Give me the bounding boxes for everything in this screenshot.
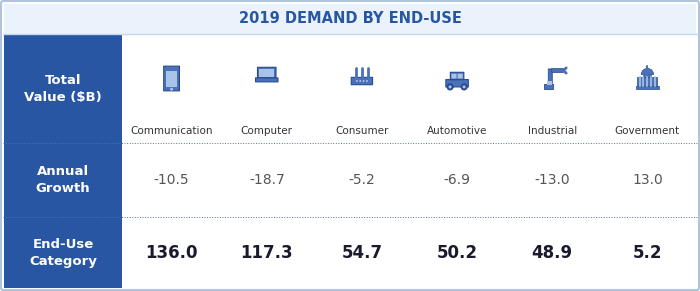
Text: Total
Value ($B): Total Value ($B) bbox=[24, 74, 102, 104]
FancyBboxPatch shape bbox=[452, 74, 456, 79]
Text: 48.9: 48.9 bbox=[532, 244, 573, 262]
Text: -6.9: -6.9 bbox=[444, 173, 470, 187]
Circle shape bbox=[366, 80, 368, 82]
Bar bbox=[637, 77, 657, 86]
Wedge shape bbox=[641, 68, 654, 74]
Circle shape bbox=[463, 85, 466, 88]
FancyBboxPatch shape bbox=[164, 66, 179, 91]
FancyBboxPatch shape bbox=[450, 72, 464, 80]
Bar bbox=[166, 71, 178, 88]
FancyBboxPatch shape bbox=[552, 69, 564, 72]
FancyBboxPatch shape bbox=[548, 69, 552, 84]
Text: Industrial: Industrial bbox=[528, 126, 577, 136]
Bar bbox=[636, 86, 659, 89]
Text: -10.5: -10.5 bbox=[154, 173, 190, 187]
Text: 5.2: 5.2 bbox=[633, 244, 662, 262]
Text: -5.2: -5.2 bbox=[349, 173, 375, 187]
Text: Computer: Computer bbox=[241, 126, 293, 136]
Text: 54.7: 54.7 bbox=[342, 244, 382, 262]
Circle shape bbox=[461, 84, 468, 90]
Circle shape bbox=[363, 80, 365, 82]
Text: Annual
Growth: Annual Growth bbox=[36, 165, 90, 195]
FancyBboxPatch shape bbox=[458, 74, 463, 79]
Bar bbox=[643, 74, 651, 77]
Bar bbox=[547, 81, 552, 85]
Circle shape bbox=[356, 80, 358, 82]
Text: 13.0: 13.0 bbox=[632, 173, 663, 187]
Circle shape bbox=[447, 84, 454, 90]
FancyBboxPatch shape bbox=[446, 79, 468, 87]
Circle shape bbox=[359, 80, 361, 82]
Text: -18.7: -18.7 bbox=[249, 173, 285, 187]
Text: Government: Government bbox=[615, 126, 680, 136]
Text: End-Use
Category: End-Use Category bbox=[29, 237, 97, 267]
Text: 136.0: 136.0 bbox=[146, 244, 198, 262]
Text: Communication: Communication bbox=[130, 126, 213, 136]
Bar bbox=[259, 69, 274, 77]
Text: 50.2: 50.2 bbox=[437, 244, 477, 262]
FancyBboxPatch shape bbox=[256, 78, 278, 82]
Text: Consumer: Consumer bbox=[335, 126, 389, 136]
Text: Automotive: Automotive bbox=[427, 126, 487, 136]
Text: 117.3: 117.3 bbox=[240, 244, 293, 262]
Circle shape bbox=[449, 85, 452, 88]
Bar bbox=[4, 34, 122, 288]
Text: 2019 DEMAND BY END-USE: 2019 DEMAND BY END-USE bbox=[239, 11, 461, 26]
FancyBboxPatch shape bbox=[258, 67, 276, 78]
Text: -13.0: -13.0 bbox=[534, 173, 570, 187]
FancyBboxPatch shape bbox=[351, 77, 372, 85]
Bar bbox=[4, 4, 696, 34]
Circle shape bbox=[170, 88, 173, 91]
Bar bbox=[544, 84, 553, 89]
